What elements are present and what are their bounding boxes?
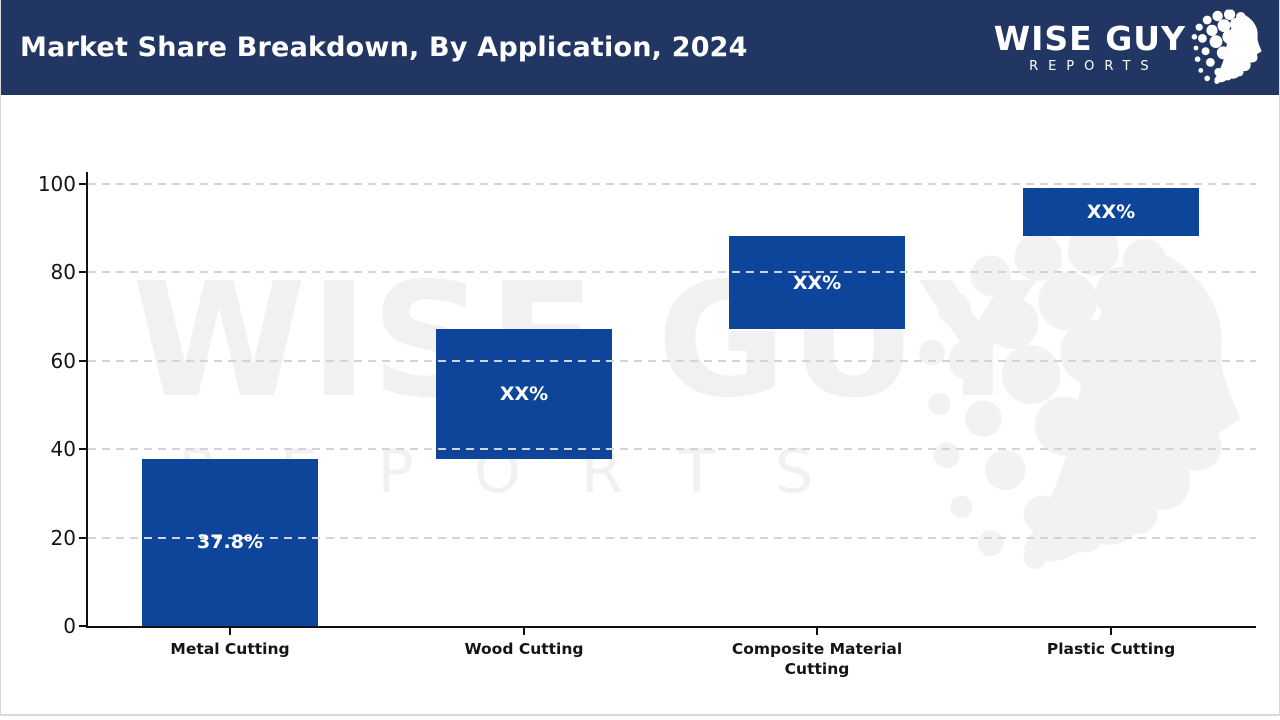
- page-border: [0, 714, 1280, 716]
- gridline-20: [88, 536, 1256, 539]
- gridline-80: [88, 271, 1256, 274]
- x-axis-line: [86, 626, 1256, 628]
- y-axis-line: [86, 172, 88, 628]
- y-tick-label: 0: [63, 614, 76, 638]
- x-tick-label-wood-cutting: Wood Cutting: [464, 640, 584, 658]
- y-tick-label: 40: [50, 437, 76, 462]
- gridline-100: [88, 183, 1256, 185]
- logo-reports-text: REPORTS: [1029, 58, 1159, 74]
- x-tick-label-plastic-cutting: Plastic Cutting: [1046, 640, 1176, 658]
- header-bar: Market Share Breakdown, By Application, …: [0, 0, 1280, 95]
- x-tick-mark: [816, 627, 818, 635]
- bar-value-label: XX%: [1086, 201, 1136, 224]
- x-tick-label-metal-cutting: Metal Cutting: [170, 640, 290, 658]
- gridline-60: [88, 359, 1256, 362]
- logo-brand-text: WISE GUY: [993, 19, 1186, 59]
- bar-value-label: 37.8%: [197, 531, 263, 554]
- bar-plastic-cutting: [1023, 188, 1199, 237]
- wise-guy-logo: WISE GUY REPORTS: [994, 2, 1268, 93]
- chart-title: Market Share Breakdown, By Application, …: [20, 32, 748, 63]
- y-tick-mark: [79, 448, 87, 451]
- x-tick-label-composite-material-cutting: Composite Material Cutting: [731, 640, 903, 678]
- y-tick-mark: [79, 536, 87, 539]
- y-tick-label: 60: [50, 348, 76, 373]
- y-tick-label: 20: [50, 525, 76, 550]
- x-tick-mark: [229, 627, 231, 635]
- bar-composite-material-cutting: [729, 236, 905, 329]
- y-tick-label: 80: [50, 260, 76, 285]
- y-tick-mark: [79, 359, 87, 362]
- y-tick-mark: [79, 271, 87, 274]
- page-border: [0, 0, 1, 715]
- gridline-40: [88, 448, 1256, 451]
- bar-wood-cutting: [436, 328, 612, 459]
- bar-metal-cutting: [142, 458, 318, 626]
- y-tick-label: 100: [37, 172, 76, 196]
- x-tick-mark: [1110, 627, 1112, 635]
- logo-face-dots-icon: [1188, 9, 1268, 87]
- watermark-face-dots-icon: [919, 228, 1240, 570]
- y-tick-mark: [79, 183, 87, 185]
- bar-value-label: XX%: [499, 382, 549, 405]
- x-tick-mark: [523, 627, 525, 635]
- bar-value-label: XX%: [792, 271, 842, 294]
- y-tick-mark: [79, 625, 87, 627]
